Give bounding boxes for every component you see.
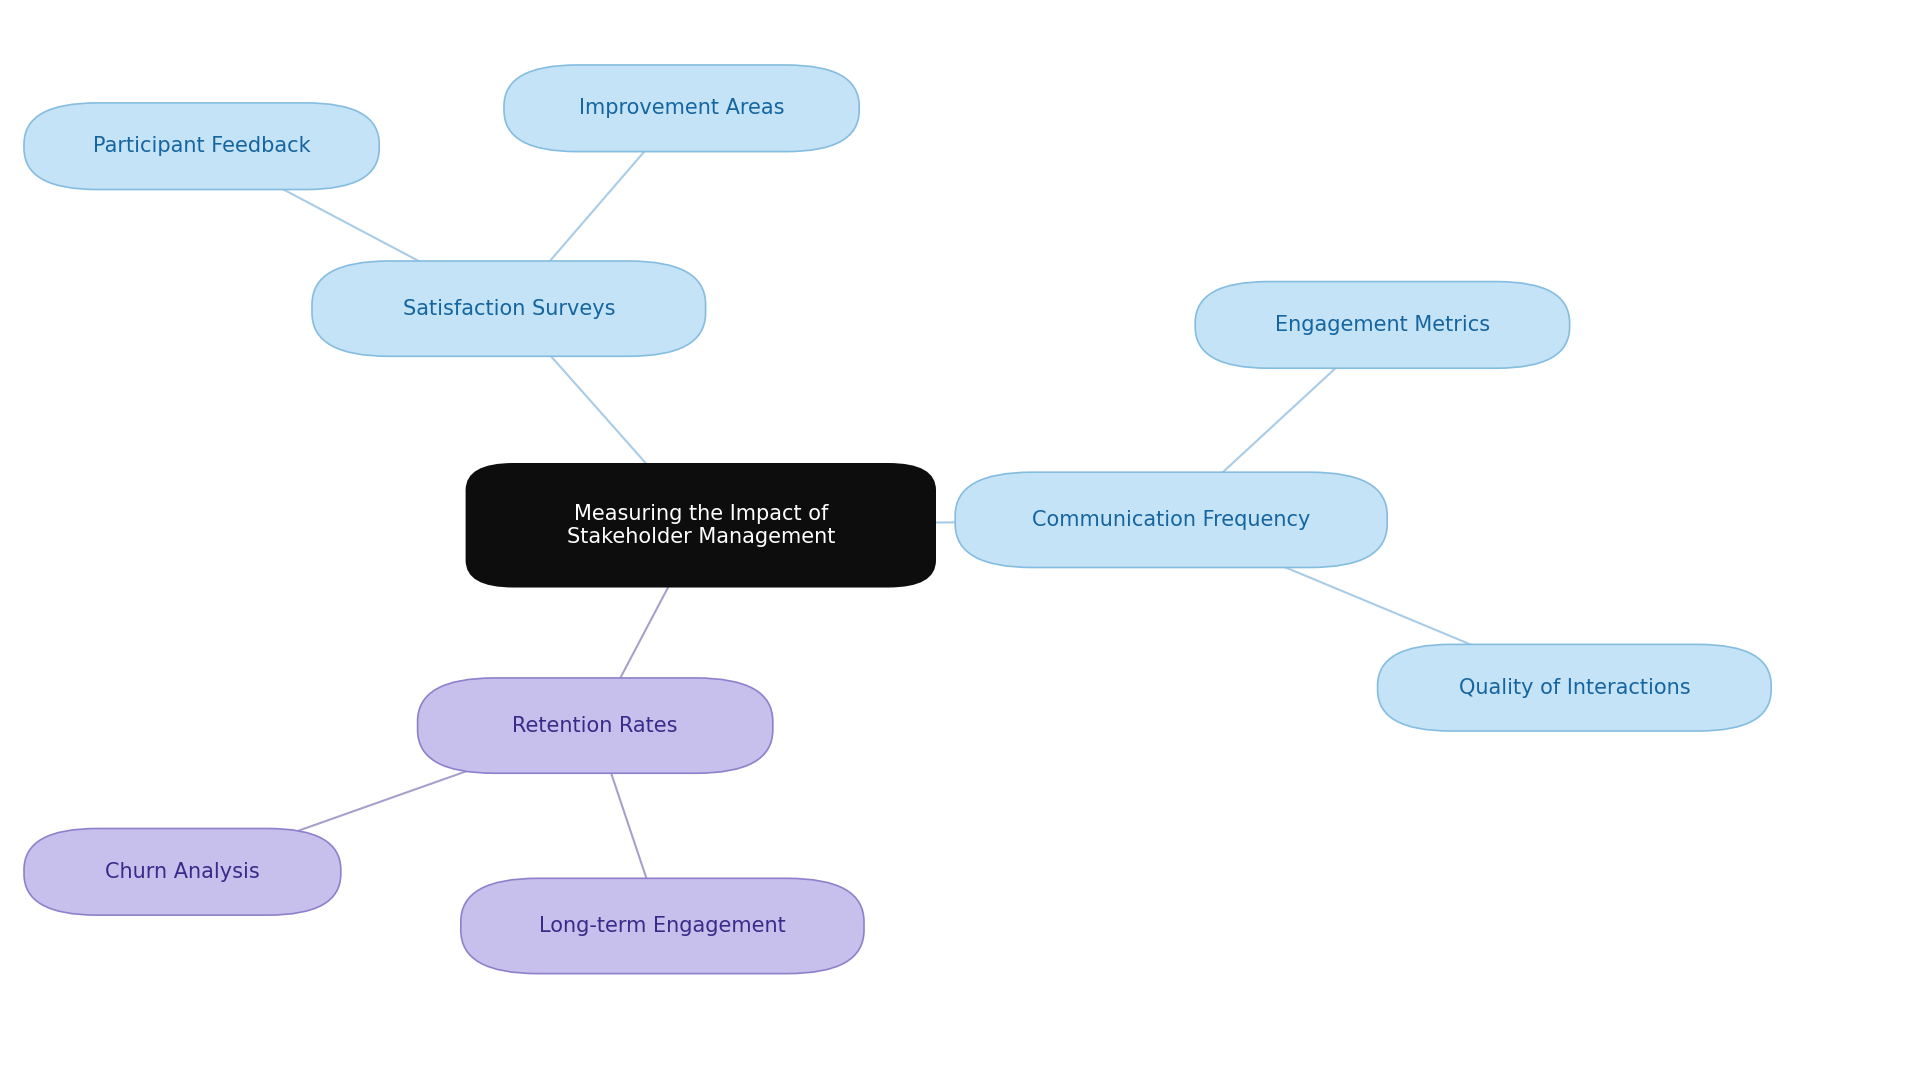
FancyBboxPatch shape <box>1377 644 1770 731</box>
Text: Quality of Interactions: Quality of Interactions <box>1459 678 1690 697</box>
FancyBboxPatch shape <box>465 464 937 587</box>
Text: Satisfaction Surveys: Satisfaction Surveys <box>403 299 614 318</box>
FancyBboxPatch shape <box>461 878 864 974</box>
Text: Measuring the Impact of
Stakeholder Management: Measuring the Impact of Stakeholder Mana… <box>566 504 835 547</box>
Text: Retention Rates: Retention Rates <box>513 716 678 735</box>
Text: Improvement Areas: Improvement Areas <box>578 99 785 118</box>
FancyBboxPatch shape <box>956 472 1386 567</box>
Text: Communication Frequency: Communication Frequency <box>1033 510 1309 530</box>
FancyBboxPatch shape <box>313 261 707 356</box>
Text: Long-term Engagement: Long-term Engagement <box>540 916 785 936</box>
FancyBboxPatch shape <box>23 103 380 190</box>
Text: Engagement Metrics: Engagement Metrics <box>1275 315 1490 335</box>
FancyBboxPatch shape <box>419 678 772 773</box>
FancyBboxPatch shape <box>1194 282 1569 368</box>
FancyBboxPatch shape <box>503 65 858 152</box>
FancyBboxPatch shape <box>23 828 340 915</box>
Text: Churn Analysis: Churn Analysis <box>106 862 259 882</box>
Text: Participant Feedback: Participant Feedback <box>92 136 311 156</box>
